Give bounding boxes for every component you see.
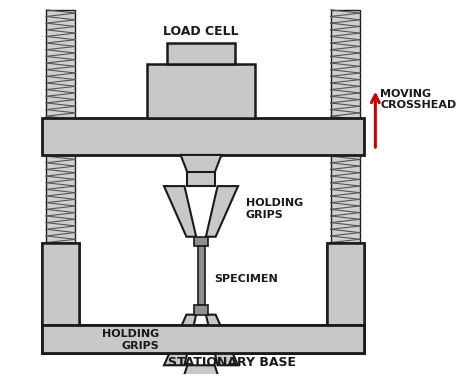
- Polygon shape: [206, 315, 238, 365]
- Text: HOLDING
GRIPS: HOLDING GRIPS: [246, 198, 303, 220]
- Text: SPECIMEN: SPECIMEN: [215, 274, 278, 283]
- Bar: [147, 64, 255, 118]
- Bar: [42, 243, 79, 325]
- Text: MOVING
CROSSHEAD: MOVING CROSSHEAD: [380, 89, 456, 110]
- Bar: [198, 246, 205, 305]
- Text: LOAD CELL: LOAD CELL: [163, 25, 239, 38]
- Bar: [330, 10, 360, 243]
- Polygon shape: [182, 365, 219, 379]
- Bar: [167, 43, 235, 64]
- Text: STATIONARY BASE: STATIONARY BASE: [168, 356, 296, 369]
- Text: HOLDING
GRIPS: HOLDING GRIPS: [102, 329, 159, 351]
- Polygon shape: [164, 186, 196, 237]
- Polygon shape: [181, 155, 221, 172]
- Bar: [46, 10, 75, 243]
- Bar: [327, 243, 364, 325]
- Bar: [42, 243, 79, 325]
- Polygon shape: [164, 315, 196, 365]
- Bar: [194, 305, 208, 315]
- Bar: [42, 118, 364, 155]
- Bar: [327, 243, 364, 325]
- Bar: [187, 172, 215, 186]
- Polygon shape: [206, 186, 238, 237]
- Bar: [42, 325, 364, 352]
- Bar: [194, 237, 208, 246]
- Bar: [42, 325, 364, 352]
